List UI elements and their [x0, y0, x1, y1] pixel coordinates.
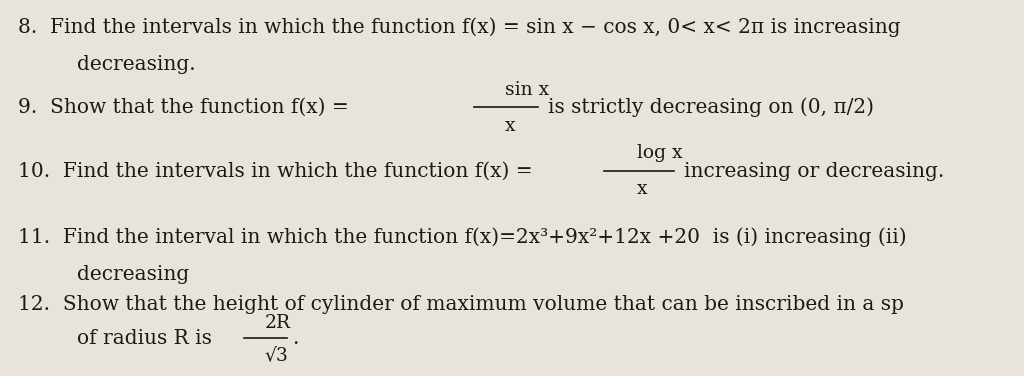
Text: 9.  Show that the function f(x) =: 9. Show that the function f(x) = [18, 98, 349, 117]
Text: 2R: 2R [264, 314, 291, 332]
Text: 11.  Find the interval in which the function f(x)=2x³+9x²+12x +20  is (i) increa: 11. Find the interval in which the funct… [18, 227, 907, 247]
Text: 8.  Find the intervals in which the function f(x) = sin x − cos x, 0< x< 2π is i: 8. Find the intervals in which the funct… [18, 17, 901, 36]
Text: log x: log x [637, 144, 683, 162]
Text: .: . [292, 329, 298, 348]
Text: is strictly decreasing on (0, π/2): is strictly decreasing on (0, π/2) [548, 97, 873, 117]
Text: √3: √3 [264, 347, 288, 365]
Text: decreasing.: decreasing. [77, 55, 196, 74]
Text: 10.  Find the intervals in which the function f(x) =: 10. Find the intervals in which the func… [18, 162, 534, 180]
Text: x: x [505, 117, 515, 135]
Text: x: x [637, 180, 647, 198]
Text: decreasing: decreasing [77, 265, 189, 284]
Text: 12.  Show that the height of cylinder of maximum volume that can be inscribed in: 12. Show that the height of cylinder of … [18, 295, 904, 314]
Text: increasing or decreasing.: increasing or decreasing. [684, 162, 944, 180]
Text: sin x: sin x [505, 81, 549, 99]
Text: of radius R is: of radius R is [77, 329, 212, 348]
